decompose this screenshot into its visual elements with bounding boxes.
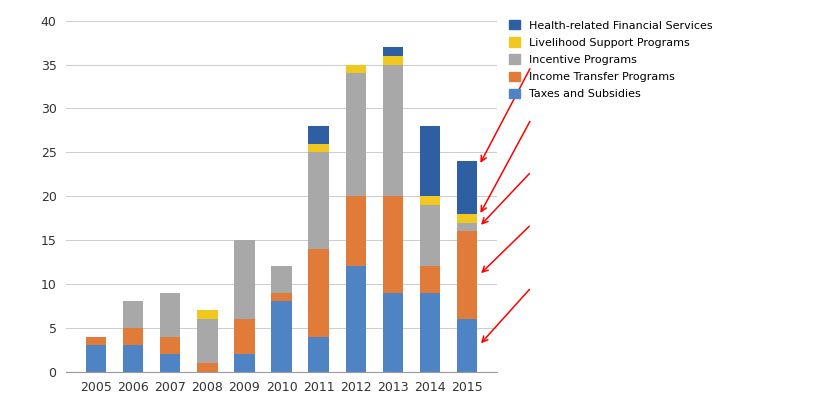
Bar [457, 319, 476, 372]
Bar [271, 301, 291, 372]
Bar [122, 301, 143, 328]
Bar [122, 328, 143, 345]
Bar [86, 337, 106, 345]
Bar [345, 64, 366, 74]
Bar [457, 214, 476, 223]
Bar [160, 354, 180, 372]
Bar [419, 293, 440, 372]
Bar [457, 223, 476, 231]
Bar [271, 266, 291, 293]
Bar [419, 266, 440, 293]
Bar [308, 126, 328, 144]
Bar [197, 319, 218, 363]
Bar [382, 196, 403, 293]
Bar [160, 293, 180, 337]
Bar [345, 74, 366, 196]
Bar [160, 337, 180, 354]
Bar [457, 231, 476, 319]
Bar [457, 161, 476, 214]
Bar [308, 152, 328, 249]
Bar [419, 205, 440, 266]
Bar [308, 337, 328, 372]
Bar [345, 266, 366, 372]
Bar [197, 310, 218, 319]
Bar [234, 319, 255, 354]
Bar [382, 56, 403, 64]
Bar [234, 240, 255, 319]
Legend: Health-related Financial Services, Livelihood Support Programs, Incentive Progra: Health-related Financial Services, Livel… [506, 18, 714, 101]
Bar [271, 293, 291, 301]
Bar [345, 196, 366, 266]
Bar [308, 249, 328, 337]
Bar [122, 345, 143, 372]
Bar [382, 293, 403, 372]
Bar [86, 345, 106, 372]
Bar [197, 363, 218, 372]
Bar [382, 64, 403, 196]
Bar [234, 354, 255, 372]
Bar [419, 126, 440, 196]
Bar [419, 196, 440, 205]
Bar [308, 144, 328, 152]
Bar [382, 47, 403, 56]
